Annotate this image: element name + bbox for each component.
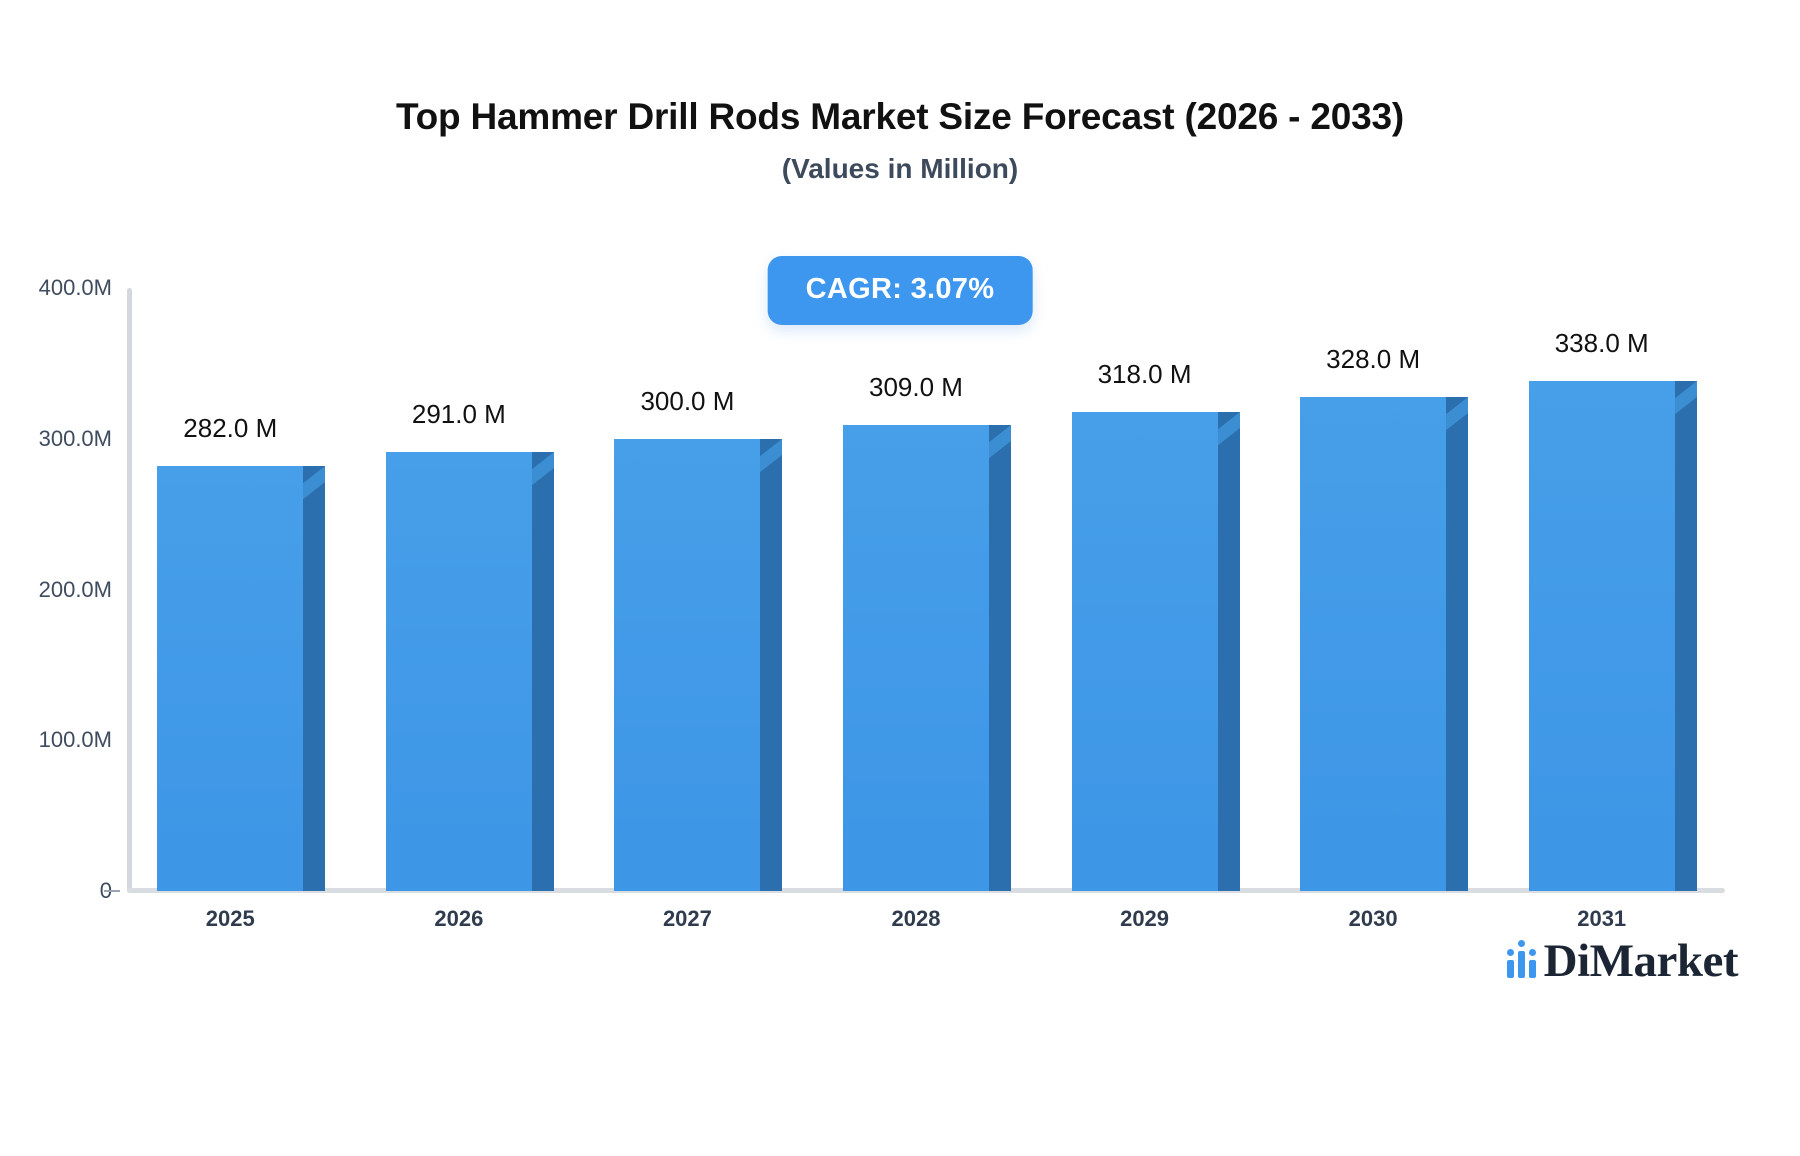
bar-chart-icon <box>1506 940 1536 978</box>
bar-front-face <box>157 465 304 891</box>
bar[interactable] <box>843 425 1011 891</box>
bar-value-label: 309.0 M <box>869 372 963 403</box>
bar[interactable] <box>614 438 783 891</box>
bar-front-face <box>1300 396 1447 891</box>
bar-column[interactable]: 338.0 M <box>1528 288 1697 891</box>
logo-bar-3 <box>1528 949 1536 978</box>
x-axis-tick-label: 2029 <box>1120 906 1170 931</box>
y-axis-tick-label: 100.0M <box>38 727 112 753</box>
bar-column[interactable]: 309.0 M <box>843 288 1011 891</box>
bar-column[interactable]: 318.0 M <box>1071 288 1240 891</box>
logo-bar-1 <box>1506 949 1514 978</box>
bar-value-label: 300.0 M <box>640 385 735 416</box>
x-axis-tick-label: 2027 <box>662 906 712 931</box>
bar-side-face <box>1446 396 1469 891</box>
bar[interactable] <box>1300 396 1469 891</box>
bar-front-face <box>614 438 761 891</box>
bar-value-label: 291.0 M <box>411 399 506 430</box>
bar-column[interactable]: 300.0 M <box>614 288 783 891</box>
bar[interactable] <box>1528 381 1697 891</box>
logo-text: DiMarket <box>1543 935 1739 987</box>
x-axis-tick-label: 2025 <box>205 906 255 931</box>
x-axis-tick-label: 2028 <box>891 906 941 931</box>
bar-side-face <box>1674 381 1697 891</box>
bar-front-face <box>1528 381 1675 891</box>
y-axis-tick-label: 200.0M <box>38 576 112 602</box>
bar-value-label: 328.0 M <box>1326 343 1421 374</box>
cagr-badge: CAGR: 3.07% <box>767 256 1033 325</box>
bar-group: 282.0 M 291.0 M 300.0 M 309.0 M 318.0 M 328.0… <box>127 288 1727 891</box>
bar[interactable] <box>1071 411 1240 891</box>
bar-side-face <box>303 465 326 891</box>
bar[interactable] <box>385 452 554 891</box>
logo-bar-2 <box>1517 940 1525 978</box>
bar-side-face <box>989 425 1011 891</box>
bar[interactable] <box>157 465 326 891</box>
dimarket-logo: DiMarket <box>1506 934 1739 988</box>
bar-side-face <box>531 452 554 891</box>
bar-column[interactable]: 282.0 M <box>157 288 326 891</box>
bar-value-label: 318.0 M <box>1097 358 1192 389</box>
bar-value-label: 282.0 M <box>183 412 278 443</box>
y-axis-tick-label: 400.0M <box>38 275 112 300</box>
y-axis-tick-label: 300.0M <box>38 425 112 451</box>
y-axis-tick-label: 0 <box>99 878 112 903</box>
bar-front-face <box>843 425 989 891</box>
bar-value-label: 338.0 M <box>1554 328 1649 359</box>
x-axis-tick-label: 2031 <box>1577 906 1627 931</box>
y-axis-line <box>127 288 132 893</box>
bar-side-face <box>1217 411 1240 891</box>
bar-front-face <box>385 452 532 891</box>
bar-column[interactable]: 291.0 M <box>385 288 554 891</box>
bar-front-face <box>1071 411 1218 891</box>
x-axis-tick-label: 2026 <box>434 906 484 931</box>
bar-side-face <box>760 438 783 891</box>
x-axis-tick-label: 2030 <box>1348 906 1398 931</box>
bar-column[interactable]: 328.0 M <box>1300 288 1469 891</box>
y-axis-tick-mark <box>104 890 120 892</box>
